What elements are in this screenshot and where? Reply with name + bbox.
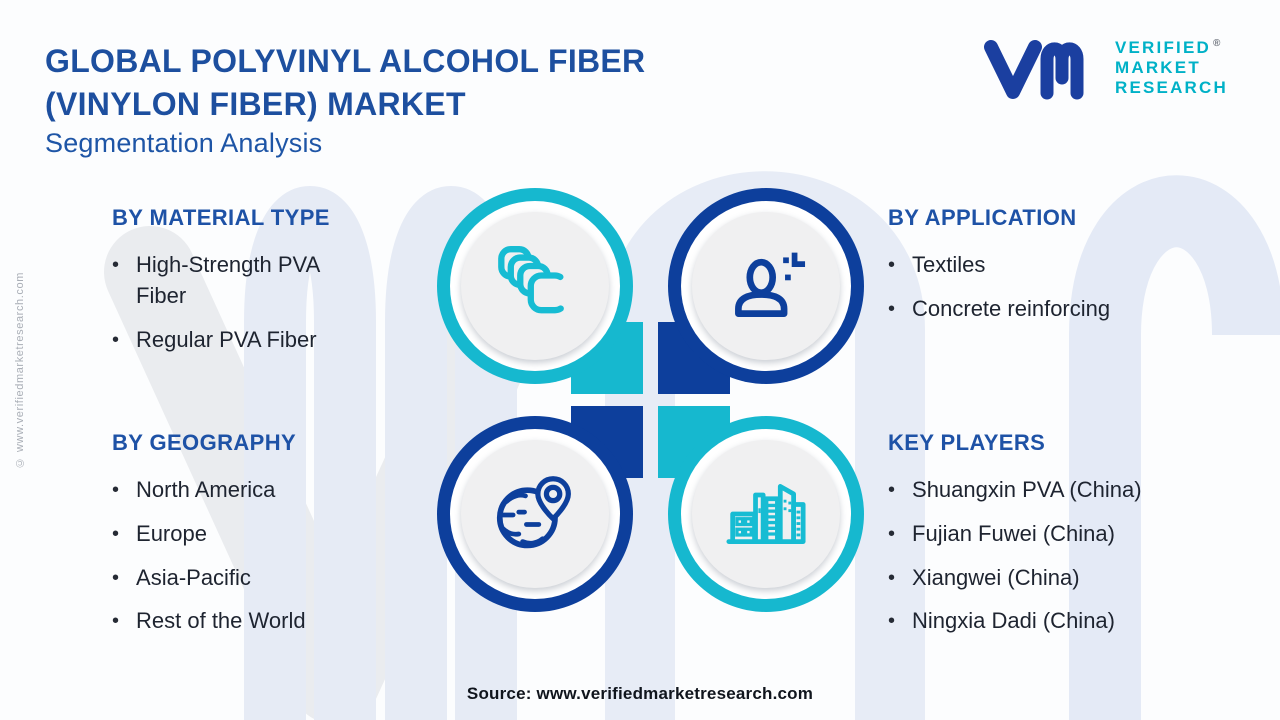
bubble-disc: [692, 212, 840, 360]
user-icon: [735, 252, 806, 317]
page-subtitle: Segmentation Analysis: [45, 128, 323, 158]
vmr-logo-mark-icon: [983, 40, 1084, 100]
logo-word-verified: VERIFIED: [1114, 37, 1211, 57]
logo-word-market: MARKET: [1114, 57, 1201, 77]
list-item: Shuangxin PVA (China): [888, 475, 1238, 506]
copyright-sidenote: © www.verifiedmarketresearch.com: [14, 272, 26, 469]
section-heading-geography: BY GEOGRAPHY: [112, 430, 297, 455]
list-item: Textiles: [888, 250, 1218, 281]
layers-icon: [498, 246, 569, 314]
vmr-logo-text: VERIFIED ® MARKET RESEARCH: [1115, 38, 1228, 98]
section-heading-application: BY APPLICATION: [888, 205, 1077, 230]
quadrant-bubble-application: [658, 188, 864, 394]
list-item: North America: [112, 475, 412, 506]
geography-list: North America Europe Asia-Pacific Rest o…: [112, 475, 412, 637]
list-item: High-Strength PVA Fiber: [112, 250, 370, 312]
buildings-icon: [726, 484, 806, 544]
source-line: Source: www.verifiedmarketresearch.com: [466, 684, 814, 703]
list-item: Rest of the World: [112, 606, 412, 637]
registered-mark: ®: [1213, 38, 1221, 50]
list-item: Concrete reinforcing: [888, 294, 1218, 325]
page-title: GLOBAL POLYVINYL ALCOHOL FIBER (VINYLON …: [45, 40, 645, 126]
list-item: Fujian Fuwei (China): [888, 519, 1238, 550]
section-heading-material-type: BY MATERIAL TYPE: [112, 205, 330, 230]
list-item: Regular PVA Fiber: [112, 325, 370, 356]
page-title-line2: (VINYLON FIBER) MARKET: [45, 85, 466, 122]
logo-word-research: RESEARCH: [1114, 78, 1228, 98]
quadrant-bubble-geography: [437, 406, 643, 612]
key-players-list: Shuangxin PVA (China) Fujian Fuwei (Chin…: [888, 475, 1238, 637]
section-heading-key-players: KEY PLAYERS: [888, 430, 1046, 455]
page-title-line1: GLOBAL POLYVINYL ALCOHOL FIBER: [45, 43, 646, 79]
list-item: Europe: [112, 519, 412, 550]
list-item: Xiangwei (China): [888, 563, 1238, 594]
bubble-disc: [461, 440, 609, 588]
application-list: Textiles Concrete reinforcing: [888, 250, 1218, 325]
quadrant-bubble-material: [437, 188, 643, 394]
globe-pin-icon: [496, 476, 571, 549]
section-material-type: BY MATERIAL TYPE High-Strength PVA Fiber…: [112, 205, 370, 368]
section-application: BY APPLICATION Textiles Concrete reinfor…: [888, 205, 1218, 338]
section-geography: BY GEOGRAPHY North America Europe Asia-P…: [112, 430, 412, 650]
section-key-players: KEY PLAYERS Shuangxin PVA (China) Fujian…: [888, 430, 1238, 650]
list-item: Ningxia Dadi (China): [888, 606, 1238, 637]
quadrant-bubble-players: [658, 406, 864, 612]
list-item: Asia-Pacific: [112, 563, 412, 594]
vmr-logo: VERIFIED ® MARKET RESEARCH: [983, 36, 1228, 100]
material-type-list: High-Strength PVA Fiber Regular PVA Fibe…: [112, 250, 370, 355]
